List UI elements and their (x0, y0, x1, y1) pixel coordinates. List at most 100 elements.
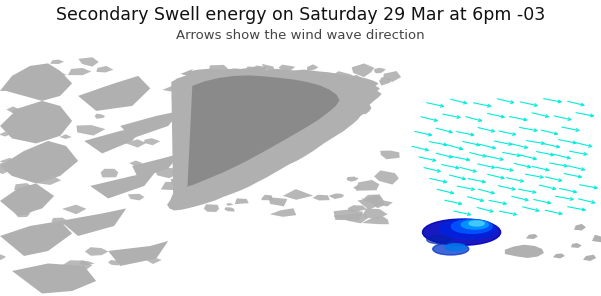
Polygon shape (0, 101, 72, 144)
Polygon shape (583, 255, 596, 261)
Ellipse shape (433, 243, 469, 255)
Polygon shape (80, 260, 94, 265)
Polygon shape (209, 65, 233, 73)
Polygon shape (174, 181, 196, 192)
Polygon shape (335, 93, 351, 98)
Polygon shape (358, 199, 379, 210)
Polygon shape (356, 180, 379, 191)
Polygon shape (357, 107, 371, 114)
Polygon shape (108, 260, 121, 266)
Polygon shape (96, 86, 115, 94)
Ellipse shape (445, 244, 466, 251)
Polygon shape (161, 182, 186, 190)
Polygon shape (16, 209, 29, 217)
Polygon shape (175, 101, 187, 105)
Polygon shape (0, 221, 72, 256)
Polygon shape (52, 218, 68, 225)
Ellipse shape (451, 220, 492, 233)
Polygon shape (59, 134, 72, 139)
Polygon shape (245, 75, 275, 82)
Polygon shape (334, 215, 347, 219)
Polygon shape (204, 204, 219, 212)
Polygon shape (313, 195, 330, 200)
Polygon shape (129, 160, 142, 167)
Polygon shape (14, 183, 32, 191)
Polygon shape (62, 205, 87, 214)
Polygon shape (185, 91, 194, 95)
Polygon shape (174, 176, 189, 185)
Polygon shape (347, 176, 359, 182)
Polygon shape (176, 176, 202, 185)
Polygon shape (245, 67, 265, 75)
Polygon shape (132, 153, 180, 178)
Polygon shape (571, 243, 582, 248)
Polygon shape (125, 139, 146, 148)
Polygon shape (167, 68, 382, 210)
Ellipse shape (469, 221, 484, 226)
Polygon shape (120, 253, 144, 263)
Polygon shape (52, 71, 66, 78)
Polygon shape (62, 260, 93, 271)
Polygon shape (279, 65, 295, 71)
Polygon shape (0, 184, 54, 216)
Polygon shape (348, 205, 367, 213)
Polygon shape (60, 208, 126, 236)
Polygon shape (7, 107, 20, 113)
Polygon shape (361, 198, 373, 203)
Polygon shape (50, 59, 64, 64)
Polygon shape (68, 68, 91, 75)
Polygon shape (364, 194, 382, 202)
Ellipse shape (462, 220, 488, 229)
Polygon shape (84, 126, 144, 153)
Polygon shape (329, 194, 344, 199)
Polygon shape (12, 263, 96, 294)
Polygon shape (108, 241, 168, 266)
Polygon shape (376, 199, 385, 205)
Polygon shape (362, 216, 389, 224)
Polygon shape (300, 86, 329, 95)
Polygon shape (374, 202, 384, 208)
Polygon shape (22, 108, 36, 113)
Polygon shape (0, 158, 19, 165)
Polygon shape (334, 210, 363, 220)
Polygon shape (96, 66, 114, 73)
Ellipse shape (423, 219, 501, 245)
Polygon shape (383, 71, 401, 82)
Ellipse shape (439, 219, 496, 239)
Polygon shape (0, 132, 10, 136)
Polygon shape (505, 245, 544, 258)
Polygon shape (94, 114, 105, 119)
Polygon shape (154, 168, 178, 178)
Polygon shape (374, 170, 399, 185)
Polygon shape (374, 68, 386, 73)
Polygon shape (235, 198, 249, 204)
Polygon shape (296, 75, 313, 81)
Polygon shape (364, 208, 388, 219)
Polygon shape (36, 175, 61, 185)
Polygon shape (128, 194, 144, 200)
Polygon shape (0, 163, 14, 174)
Polygon shape (85, 247, 108, 256)
Polygon shape (331, 71, 357, 83)
Polygon shape (249, 65, 267, 74)
Polygon shape (146, 257, 162, 264)
Polygon shape (375, 201, 393, 207)
Polygon shape (0, 63, 72, 101)
Polygon shape (353, 185, 361, 190)
Polygon shape (203, 78, 217, 83)
Polygon shape (120, 111, 180, 139)
Polygon shape (192, 192, 201, 195)
Polygon shape (144, 138, 160, 145)
Polygon shape (592, 235, 601, 242)
Polygon shape (262, 64, 275, 71)
Polygon shape (90, 171, 156, 198)
Polygon shape (177, 93, 192, 97)
Polygon shape (0, 141, 78, 184)
Polygon shape (16, 207, 32, 215)
Polygon shape (366, 194, 384, 205)
Polygon shape (226, 203, 234, 206)
Polygon shape (224, 207, 234, 212)
Polygon shape (76, 125, 105, 136)
Polygon shape (10, 202, 24, 208)
Polygon shape (78, 76, 150, 111)
